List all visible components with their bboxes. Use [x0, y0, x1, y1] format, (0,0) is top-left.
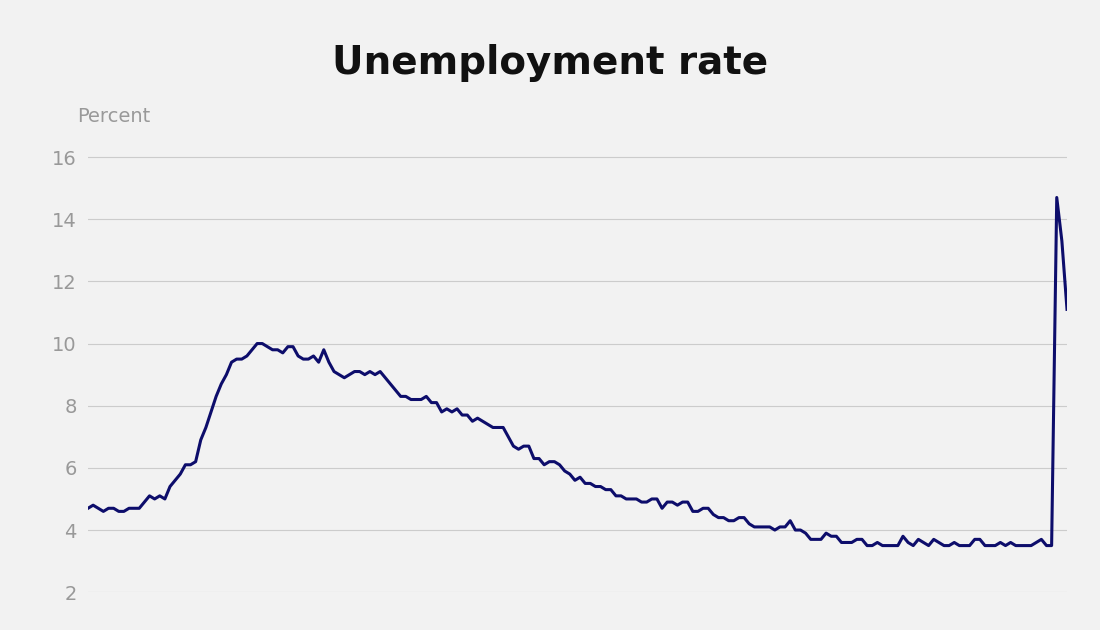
Text: Percent: Percent [77, 107, 151, 126]
Text: Unemployment rate: Unemployment rate [332, 44, 768, 82]
